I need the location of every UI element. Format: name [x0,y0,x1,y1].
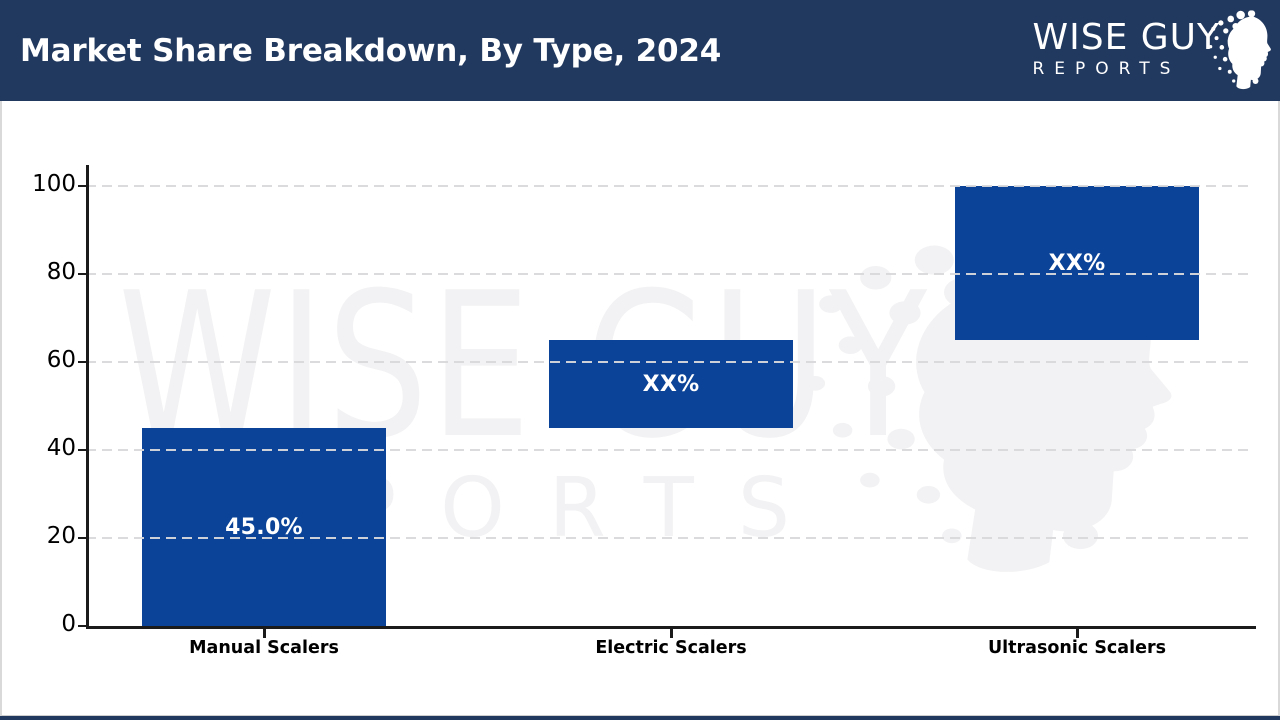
y-tick-0 [78,625,86,627]
y-tick-100 [78,185,86,187]
y-tick-label: 40 [46,435,76,461]
x-tick-label: Electric Scalers [595,638,747,658]
logo-reports-text: REPORTS [1032,58,1181,79]
logo-text: WISE GUY REPORTS [1032,16,1221,79]
footer-bar [0,716,1280,720]
gridline-80 [86,273,1253,275]
y-axis [86,165,89,629]
x-tick-1 [263,629,266,638]
logo-face-icon [1206,10,1272,90]
x-tick-2 [670,629,673,638]
bar-value-label: XX% [642,371,700,397]
y-tick-label: 60 [46,347,76,373]
y-tick-40 [78,449,86,451]
y-tick-label: 20 [46,523,76,549]
y-tick-label: 100 [32,171,76,197]
bar-electric-scalers: XX% [549,340,793,428]
y-tick-label: 80 [46,259,76,285]
gridline-60 [86,361,1253,363]
wiseguy-logo: WISE GUY REPORTS [1033,4,1273,96]
bar-ultrasonic-scalers: XX% [955,186,1199,340]
logo-wiseguy-text: WISE GUY [1032,16,1220,58]
bar-value-label: 45.0% [225,514,303,540]
x-tick-3 [1076,629,1079,638]
bar-value-label: XX% [1048,250,1106,276]
x-axis [86,626,1256,629]
bar-manual-scalers: 45.0% [142,428,386,626]
header-bar: Market Share Breakdown, By Type, 2024 WI… [0,0,1280,101]
y-tick-60 [78,361,86,363]
gridline-20 [86,537,1253,539]
x-tick-label: Manual Scalers [189,638,339,658]
page-title: Market Share Breakdown, By Type, 2024 [20,32,722,69]
gridline-40 [86,449,1253,451]
chart-canvas [0,101,1280,716]
x-tick-label: Ultrasonic Scalers [987,638,1167,658]
gridline-100 [86,185,1253,187]
y-tick-20 [78,537,86,539]
y-tick-80 [78,273,86,275]
y-tick-label: 0 [61,611,76,637]
